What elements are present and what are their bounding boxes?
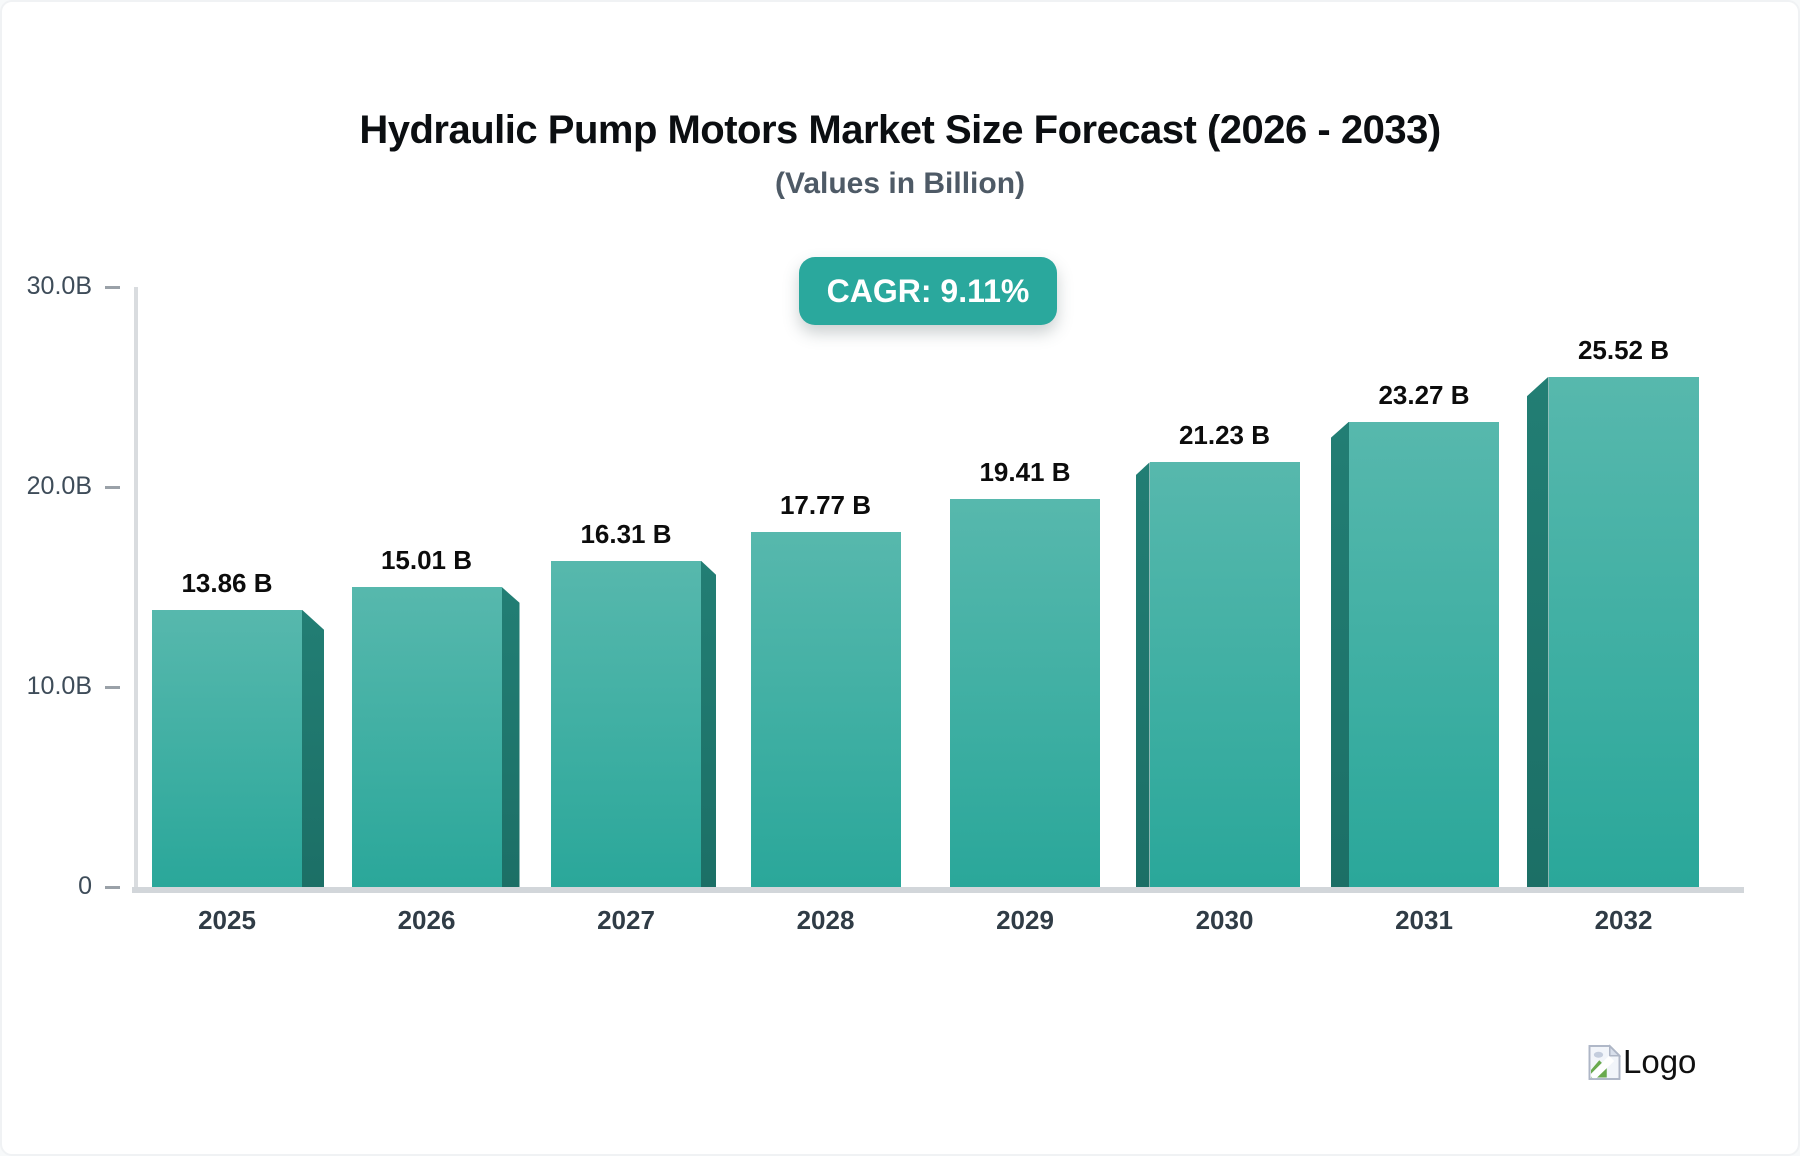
y-axis-tick-mark <box>105 486 120 489</box>
y-axis-tick-label: 20.0B <box>26 472 92 500</box>
x-axis-label-2025: 2025 <box>198 905 256 935</box>
x-axis-label-2029: 2029 <box>996 905 1054 935</box>
broken-image-icon <box>1588 1044 1621 1080</box>
x-axis-baseline <box>132 887 1744 893</box>
y-axis-tick-mark <box>105 686 120 689</box>
y-axis-line <box>134 287 138 887</box>
bar-value-label-2026: 15.01 B <box>380 544 473 575</box>
bar-value-label-2025: 13.86 B <box>181 567 273 598</box>
cagr-badge-label: CAGR: 9.11% <box>826 272 1030 309</box>
y-axis-tick-label: 0 <box>78 872 92 900</box>
y-axis-tick-label: 10.0B <box>26 672 92 700</box>
bar-value-label-2030: 21.23 B <box>1178 420 1271 451</box>
chart-title: Hydraulic Pump Motors Market Size Foreca… <box>359 108 1441 152</box>
logo-alt-text: Logo <box>1623 1043 1697 1080</box>
bar-side-2031 <box>1331 421 1349 887</box>
bar-2027 <box>551 560 701 887</box>
bar-value-label-2027: 16.31 B <box>580 518 672 549</box>
bar-side-2025 <box>302 609 324 887</box>
bar-value-label-2028: 17.77 B <box>779 489 872 520</box>
y-axis-tick-mark <box>105 886 120 889</box>
bar-side-2030 <box>1135 462 1150 887</box>
bar-side-2026 <box>501 586 520 887</box>
bar-2026 <box>351 586 502 887</box>
x-axis-label-2031: 2031 <box>1395 905 1453 935</box>
bar-side-2032 <box>1526 376 1549 887</box>
bar-2032 <box>1548 376 1699 887</box>
bar-value-label-2031: 23.27 B <box>1378 379 1470 410</box>
x-axis-label-2030: 2030 <box>1195 905 1254 935</box>
x-axis-label-2027: 2027 <box>597 905 655 935</box>
bar-2025 <box>152 609 302 887</box>
logo: Logo <box>1588 1044 1696 1081</box>
cagr-badge: CAGR: 9.11% <box>799 257 1057 325</box>
chart-subtitle: (Values in Billion) <box>774 167 1026 200</box>
bar-2031 <box>1349 421 1499 887</box>
x-axis-label-2026: 2026 <box>397 905 456 935</box>
x-axis-label-2028: 2028 <box>796 905 855 935</box>
bar-2029 <box>950 498 1100 887</box>
y-axis-tick-mark <box>105 286 120 289</box>
y-axis-tick-label: 30.0B <box>26 272 92 300</box>
bar-value-label-2029: 19.41 B <box>979 456 1071 487</box>
x-axis-label-2032: 2032 <box>1594 905 1653 935</box>
bar-2028 <box>750 531 901 887</box>
bar-2030 <box>1149 462 1300 887</box>
bar-value-label-2032: 25.52 B <box>1577 334 1670 365</box>
bar-side-2027 <box>701 560 716 887</box>
